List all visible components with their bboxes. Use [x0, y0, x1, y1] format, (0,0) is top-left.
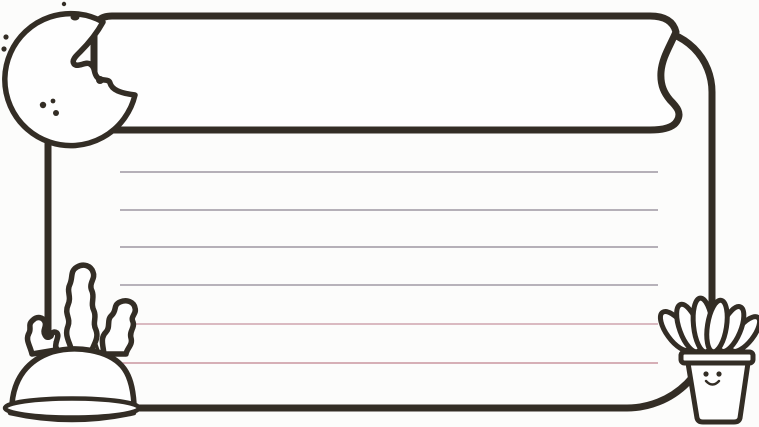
- sprout-mound-icon: [2, 262, 142, 423]
- pot-face-eye: [703, 371, 709, 377]
- sprout-left: [24, 314, 61, 357]
- cookie-crumb: [3, 34, 9, 40]
- pot-rim: [678, 349, 756, 366]
- cookie-crumb: [1, 46, 7, 52]
- mound-dome: [9, 346, 137, 407]
- pot-face-eye: [716, 371, 722, 377]
- pot-face-smile: [704, 379, 721, 386]
- cookie-body: [2, 10, 138, 149]
- cookie-chip: [53, 110, 59, 116]
- mound-rim: [2, 396, 142, 420]
- pot-body: [685, 360, 751, 425]
- header-banner: [90, 12, 683, 134]
- potted-plant-icon: [657, 295, 759, 425]
- cookie-chip: [39, 101, 47, 109]
- cookie-chip: [70, 13, 80, 21]
- note-border: [44, 26, 716, 412]
- cookie-crumb: [61, 1, 67, 7]
- sprout-right: [99, 298, 139, 357]
- cookie-chip: [50, 98, 56, 104]
- ruled-lines: [120, 171, 658, 364]
- cookie-chip: [96, 76, 104, 84]
- cookie-icon: [1, 1, 138, 149]
- mound-rim-lower: [7, 410, 137, 423]
- sprout-middle: [63, 262, 100, 355]
